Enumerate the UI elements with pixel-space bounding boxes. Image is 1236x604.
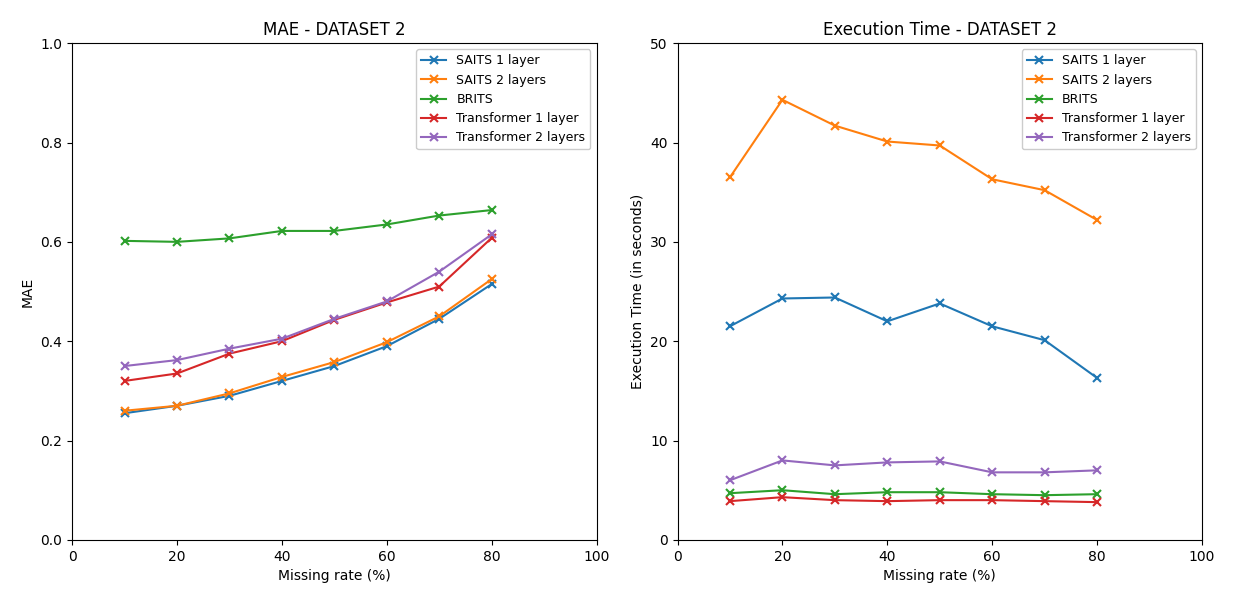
Line: Transformer 2 layers: Transformer 2 layers <box>120 230 496 370</box>
SAITS 1 layer <box>723 323 738 330</box>
BRITS <box>985 490 1000 498</box>
BRITS <box>1037 492 1052 499</box>
SAITS 2 layers <box>485 275 499 283</box>
Transformer 1 layer <box>485 234 499 242</box>
SAITS 1 layer <box>1090 374 1105 382</box>
SAITS 2 layers <box>880 138 895 145</box>
BRITS <box>431 212 446 219</box>
SAITS 1 layer <box>985 323 1000 330</box>
BRITS <box>117 237 132 245</box>
Transformer 1 layer <box>1037 498 1052 505</box>
SAITS 1 layer <box>932 300 947 307</box>
Line: Transformer 1 layer: Transformer 1 layer <box>726 493 1101 506</box>
Transformer 2 layers <box>328 315 342 323</box>
X-axis label: Missing rate (%): Missing rate (%) <box>278 569 391 583</box>
BRITS <box>775 487 790 494</box>
Transformer 1 layer <box>274 338 289 345</box>
Transformer 2 layers <box>827 461 842 469</box>
Transformer 1 layer <box>117 378 132 385</box>
BRITS <box>222 235 237 242</box>
Transformer 1 layer <box>827 496 842 504</box>
SAITS 1 layer <box>117 410 132 417</box>
Title: MAE - DATASET 2: MAE - DATASET 2 <box>263 21 405 39</box>
BRITS <box>932 489 947 496</box>
SAITS 2 layers <box>985 176 1000 183</box>
Transformer 1 layer <box>985 496 1000 504</box>
SAITS 2 layers <box>1037 187 1052 194</box>
Transformer 2 layers <box>169 356 184 364</box>
BRITS <box>328 227 342 234</box>
Transformer 1 layer <box>1090 498 1105 506</box>
BRITS <box>379 221 394 228</box>
SAITS 2 layers <box>274 373 289 381</box>
BRITS <box>723 490 738 497</box>
SAITS 1 layer <box>485 280 499 288</box>
Transformer 1 layer <box>932 496 947 504</box>
Transformer 2 layers <box>1037 469 1052 476</box>
BRITS <box>169 238 184 245</box>
SAITS 2 layers <box>431 313 446 320</box>
Line: Transformer 2 layers: Transformer 2 layers <box>726 456 1101 484</box>
Transformer 2 layers <box>485 231 499 238</box>
Transformer 2 layers <box>775 457 790 464</box>
SAITS 1 layer <box>379 342 394 350</box>
X-axis label: Missing rate (%): Missing rate (%) <box>884 569 996 583</box>
SAITS 1 layer <box>827 294 842 301</box>
Transformer 2 layers <box>1090 467 1105 474</box>
SAITS 2 layers <box>328 358 342 365</box>
Line: SAITS 2 layers: SAITS 2 layers <box>726 95 1101 224</box>
Line: SAITS 1 layer: SAITS 1 layer <box>726 294 1101 382</box>
Transformer 1 layer <box>880 498 895 505</box>
Legend: SAITS 1 layer, SAITS 2 layers, BRITS, Transformer 1 layer, Transformer 2 layers: SAITS 1 layer, SAITS 2 layers, BRITS, Tr… <box>1022 50 1195 149</box>
SAITS 2 layers <box>379 339 394 346</box>
Transformer 2 layers <box>723 477 738 484</box>
Line: SAITS 1 layer: SAITS 1 layer <box>120 280 496 417</box>
SAITS 1 layer <box>274 378 289 385</box>
SAITS 2 layers <box>932 142 947 149</box>
Transformer 1 layer <box>775 493 790 501</box>
Line: Transformer 1 layer: Transformer 1 layer <box>120 234 496 385</box>
BRITS <box>827 490 842 498</box>
Line: BRITS: BRITS <box>726 486 1101 500</box>
SAITS 2 layers <box>775 96 790 103</box>
Transformer 2 layers <box>985 469 1000 476</box>
Y-axis label: Execution Time (in seconds): Execution Time (in seconds) <box>630 194 645 389</box>
Line: BRITS: BRITS <box>120 206 496 246</box>
Transformer 2 layers <box>431 268 446 275</box>
Transformer 2 layers <box>932 458 947 465</box>
SAITS 1 layer <box>880 318 895 325</box>
SAITS 2 layers <box>827 122 842 129</box>
Transformer 2 layers <box>274 335 289 342</box>
Transformer 1 layer <box>169 370 184 377</box>
BRITS <box>1090 490 1105 498</box>
Transformer 1 layer <box>379 299 394 306</box>
Transformer 1 layer <box>328 316 342 324</box>
SAITS 1 layer <box>431 315 446 323</box>
Transformer 1 layer <box>431 283 446 290</box>
SAITS 1 layer <box>169 402 184 410</box>
BRITS <box>274 227 289 234</box>
Y-axis label: MAE: MAE <box>21 277 35 307</box>
SAITS 2 layers <box>117 407 132 414</box>
BRITS <box>485 207 499 214</box>
Transformer 2 layers <box>117 362 132 370</box>
Transformer 2 layers <box>222 345 237 352</box>
Line: SAITS 2 layers: SAITS 2 layers <box>120 275 496 415</box>
Title: Execution Time - DATASET 2: Execution Time - DATASET 2 <box>823 21 1057 39</box>
SAITS 1 layer <box>328 362 342 370</box>
Transformer 1 layer <box>723 498 738 505</box>
SAITS 1 layer <box>1037 336 1052 344</box>
SAITS 2 layers <box>723 174 738 181</box>
Legend: SAITS 1 layer, SAITS 2 layers, BRITS, Transformer 1 layer, Transformer 2 layers: SAITS 1 layer, SAITS 2 layers, BRITS, Tr… <box>417 50 591 149</box>
Transformer 2 layers <box>880 459 895 466</box>
SAITS 1 layer <box>775 295 790 302</box>
Transformer 1 layer <box>222 350 237 357</box>
SAITS 1 layer <box>222 392 237 399</box>
SAITS 2 layers <box>169 402 184 410</box>
SAITS 2 layers <box>222 390 237 397</box>
Transformer 2 layers <box>379 298 394 305</box>
SAITS 2 layers <box>1090 216 1105 223</box>
BRITS <box>880 489 895 496</box>
